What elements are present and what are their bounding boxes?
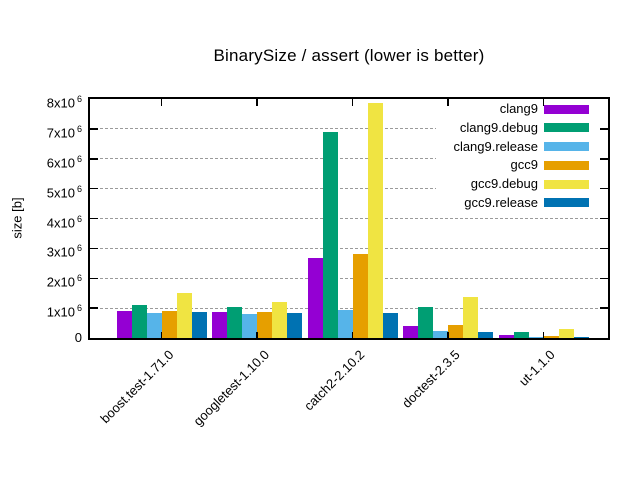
y-tick-label: 8x10 6: [46, 94, 82, 111]
legend-swatch-clang9: [544, 104, 589, 114]
y-axis-tick: [90, 277, 98, 279]
bar-gcc9: [448, 325, 463, 338]
gridline: [90, 128, 608, 130]
gridline: [90, 188, 608, 190]
legend-label: clang9: [499, 101, 538, 116]
x-axis-tick-top: [447, 99, 449, 106]
y-tick-label: 5x10 6: [46, 183, 82, 200]
y-tick-label: 7x10 6: [46, 123, 82, 141]
bar-gcc9.release: [573, 336, 589, 338]
bar-clang9: [498, 335, 514, 338]
y-tick-label: 4x10 6: [46, 213, 82, 230]
x-category-label: ut-1.1.0: [516, 347, 559, 389]
plot-border: [88, 97, 610, 340]
bar-gcc9.release: [382, 312, 398, 338]
bar-gcc9: [257, 312, 272, 338]
bar-clang9.debug: [513, 332, 529, 338]
y-axis-tick: [90, 307, 98, 309]
bar-clang9: [116, 311, 132, 338]
bar-clang9.release: [146, 312, 162, 338]
legend-label: clang9.release: [453, 138, 538, 154]
y-axis-tick: [90, 128, 98, 130]
legend-box: [436, 99, 598, 211]
x-axis-tick-top: [542, 99, 545, 106]
y-axis-tick-right: [600, 247, 608, 250]
y-axis-tick-right: [600, 158, 608, 160]
bar-gcc9.release: [287, 312, 302, 338]
legend-label: clang9.debug: [459, 119, 538, 135]
gridline: [90, 158, 608, 160]
bar-clang9: [307, 257, 323, 338]
legend-label: gcc9.debug: [470, 176, 538, 191]
y-axis-tick-right: [600, 307, 608, 309]
bar-clang9.release: [242, 314, 257, 338]
bar-gcc9: [352, 254, 368, 338]
y-tick-label: 1x10 6: [46, 303, 82, 320]
legend-label: gcc9.release: [464, 194, 538, 210]
x-axis-tick-bottom: [447, 332, 449, 338]
bar-gcc9: [161, 311, 177, 338]
legend-swatch-clang9.debug: [544, 123, 589, 133]
y-axis-tick-right: [600, 217, 608, 220]
gridline: [90, 218, 608, 219]
x-axis-tick-top: [256, 99, 258, 106]
x-axis-tick-bottom: [160, 332, 163, 338]
bar-gcc9.debug: [463, 297, 478, 338]
legend-swatch-clang9.release: [544, 142, 589, 151]
bar-clang9.release: [433, 331, 448, 338]
x-axis-tick-top: [160, 99, 163, 106]
x-category-label: googletest-1.10.0: [189, 347, 272, 429]
gridline: [90, 307, 608, 309]
bar-gcc9: [543, 335, 559, 338]
y-axis-tick-right: [600, 187, 608, 190]
bar-gcc9.release: [478, 332, 493, 338]
gridline: [90, 277, 608, 279]
bar-clang9: [212, 312, 227, 338]
bar-clang9.debug: [322, 131, 338, 338]
x-axis-tick-bottom: [351, 332, 354, 338]
legend-swatch-gcc9: [544, 160, 589, 170]
x-category-label: doctest-2.3.5: [398, 347, 463, 411]
bar-clang9.debug: [418, 306, 433, 338]
y-tick-label: 0: [74, 330, 82, 345]
y-axis-tick-right: [600, 128, 608, 130]
x-category-label: boost.test-1.71.0: [97, 347, 177, 427]
y-tick-label: 2x10 6: [46, 273, 82, 290]
bar-clang9.debug: [131, 304, 147, 338]
y-tick-label: 3x10 6: [46, 243, 82, 260]
gridline: [90, 247, 608, 249]
bar-clang9.release: [337, 309, 353, 338]
y-axis-tick: [90, 217, 98, 220]
legend-swatch-gcc9.release: [544, 198, 589, 208]
y-axis-tick: [90, 158, 98, 160]
bar-gcc9.debug: [558, 329, 574, 338]
bar-gcc9.debug: [367, 103, 383, 338]
chart-title: BinarySize / assert (lower is better): [213, 46, 485, 65]
y-axis-tick: [90, 187, 98, 190]
bar-gcc9.release: [191, 312, 207, 338]
bar-gcc9.debug: [176, 293, 192, 338]
bar-clang9.debug: [227, 307, 242, 338]
legend-label: gcc9: [510, 157, 538, 173]
bar-gcc9.debug: [272, 302, 287, 338]
x-category-label: catch2-2.10.2: [300, 347, 368, 414]
y-axis-tick: [90, 247, 98, 250]
x-axis-tick-bottom: [542, 332, 545, 338]
legend-swatch-gcc9.debug: [544, 179, 589, 189]
x-axis-tick-top: [351, 99, 354, 106]
bar-clang9: [403, 326, 418, 338]
bar-clang9.release: [528, 337, 544, 338]
y-tick-label: 6x10 6: [46, 153, 82, 171]
x-axis-tick-bottom: [256, 332, 258, 338]
y-axis-tick-right: [600, 277, 608, 279]
